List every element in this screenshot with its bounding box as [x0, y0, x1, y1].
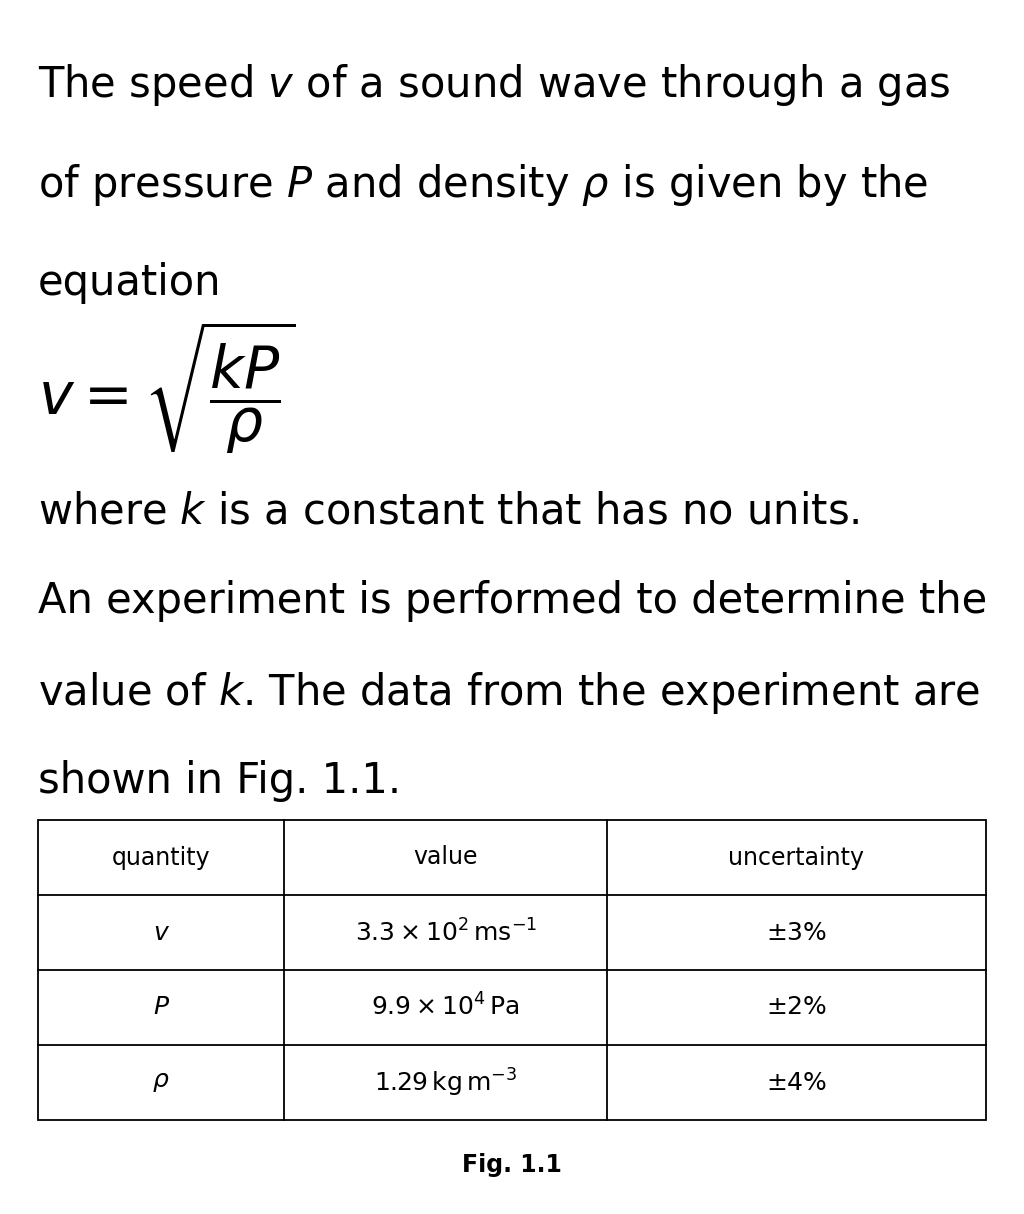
Text: where $k$ is a constant that has no units.: where $k$ is a constant that has no unit… — [38, 490, 859, 532]
Text: $9.9 \times 10^{4}\,\mathrm{Pa}$: $9.9 \times 10^{4}\,\mathrm{Pa}$ — [372, 994, 520, 1021]
Text: quantity: quantity — [112, 845, 211, 869]
Text: $P$: $P$ — [153, 995, 170, 1020]
Text: equation: equation — [38, 262, 221, 304]
Text: $\rho$: $\rho$ — [153, 1071, 170, 1095]
Text: $v = \sqrt{\dfrac{kP}{\rho}}$: $v = \sqrt{\dfrac{kP}{\rho}}$ — [38, 320, 296, 458]
Text: uncertainty: uncertainty — [728, 845, 864, 869]
Text: shown in Fig. 1.1.: shown in Fig. 1.1. — [38, 760, 401, 802]
Text: $v$: $v$ — [153, 920, 170, 944]
Text: $3.3 \times 10^{2}\,\mathrm{ms}^{-1}$: $3.3 \times 10^{2}\,\mathrm{ms}^{-1}$ — [354, 919, 537, 946]
Text: value of $k$. The data from the experiment are: value of $k$. The data from the experime… — [38, 670, 980, 716]
Bar — [38, 819, 986, 1121]
Text: value: value — [414, 845, 478, 869]
Text: $\pm 3\%$: $\pm 3\%$ — [766, 920, 827, 944]
Text: $\pm 4\%$: $\pm 4\%$ — [766, 1071, 827, 1095]
Text: $1.29\,\mathrm{kg\,m}^{-3}$: $1.29\,\mathrm{kg\,m}^{-3}$ — [374, 1066, 517, 1099]
Text: The speed $v$ of a sound wave through a gas: The speed $v$ of a sound wave through a … — [38, 62, 950, 108]
Text: of pressure $P$ and density $\rho$ is given by the: of pressure $P$ and density $\rho$ is gi… — [38, 161, 929, 208]
Text: Fig. 1.1: Fig. 1.1 — [462, 1153, 562, 1178]
Text: An experiment is performed to determine the: An experiment is performed to determine … — [38, 580, 987, 622]
Text: $\pm 2\%$: $\pm 2\%$ — [766, 995, 827, 1020]
